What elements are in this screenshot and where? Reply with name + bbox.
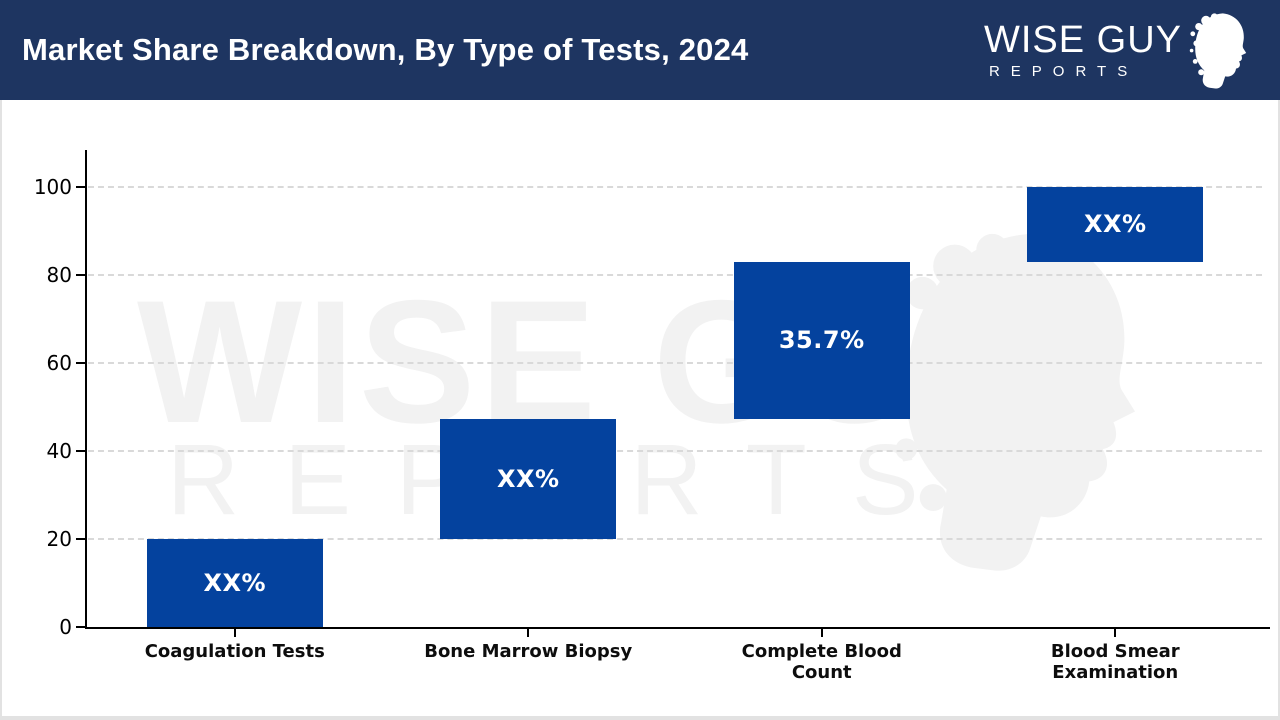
category-label-coagulation-tests: Coagulation Tests: [105, 641, 365, 662]
y-tick-label-20: 20: [46, 527, 72, 551]
gridline-100: [88, 186, 1262, 188]
header: Market Share Breakdown, By Type of Tests…: [0, 0, 1280, 100]
category-label-line: Examination: [1052, 662, 1179, 683]
y-tick-60: [76, 362, 85, 364]
logo-subtitle: REPORTS: [988, 62, 1139, 80]
x-tick-coagulation-tests: [233, 629, 236, 637]
category-label-line: Coagulation Tests: [144, 641, 325, 662]
y-tick-40: [76, 450, 85, 452]
bar-bone-marrow-biopsy: XX%: [440, 418, 617, 539]
category-label-complete-blood-count: Complete Blood Count: [692, 641, 952, 683]
logo-wordmark: WISE GUY: [983, 18, 1182, 61]
page-title: Market Share Breakdown, By Type of Tests…: [22, 32, 749, 67]
category-label-line: Bone Marrow Biopsy: [424, 641, 633, 662]
gridline-20: [88, 538, 1262, 540]
x-tick-blood-smear-examination: [1114, 629, 1117, 637]
y-tick-20: [76, 538, 85, 540]
x-tick-bone-marrow-biopsy: [527, 629, 530, 637]
gridline-60: [88, 362, 1262, 364]
y-tick-0: [76, 626, 85, 628]
wiseguy-logo-text: WISE GUY REPORTS: [984, 21, 1182, 80]
bar-complete-blood-count: 35.7%: [733, 261, 910, 419]
y-axis-line: [85, 150, 87, 629]
category-label-blood-smear-examination: Blood Smear Examination: [985, 641, 1245, 683]
bar-value-label-coagulation-tests: XX%: [203, 569, 267, 597]
x-tick-complete-blood-count: [820, 629, 823, 637]
category-label-line: Count: [791, 662, 852, 683]
bar-value-label-complete-blood-count: 35.7%: [778, 326, 865, 355]
bar-coagulation-tests: XX%: [146, 539, 323, 627]
bar-value-label-bone-marrow-biopsy: XX%: [496, 464, 560, 493]
wiseguy-logo: WISE GUY REPORTS: [984, 11, 1254, 89]
y-tick-100: [76, 186, 85, 188]
gridline-80: [88, 274, 1262, 276]
wiseguy-head-icon: [1189, 13, 1247, 89]
y-tick-80: [76, 274, 85, 276]
y-tick-label-80: 80: [46, 263, 72, 287]
gridline-40: [88, 450, 1262, 452]
y-tick-label-0: 0: [59, 615, 72, 639]
category-label-line: Complete Blood: [741, 641, 902, 662]
y-tick-label-100: 100: [33, 175, 72, 199]
y-tick-label-60: 60: [46, 351, 72, 375]
y-tick-label-40: 40: [46, 439, 72, 463]
category-label-line: Blood Smear: [1050, 641, 1180, 662]
bar-blood-smear-examination: XX%: [1027, 187, 1204, 262]
category-label-bone-marrow-biopsy: Bone Marrow Biopsy: [398, 641, 658, 662]
x-axis-line: [85, 627, 1270, 629]
bar-value-label-blood-smear-examination: XX%: [1083, 210, 1147, 239]
